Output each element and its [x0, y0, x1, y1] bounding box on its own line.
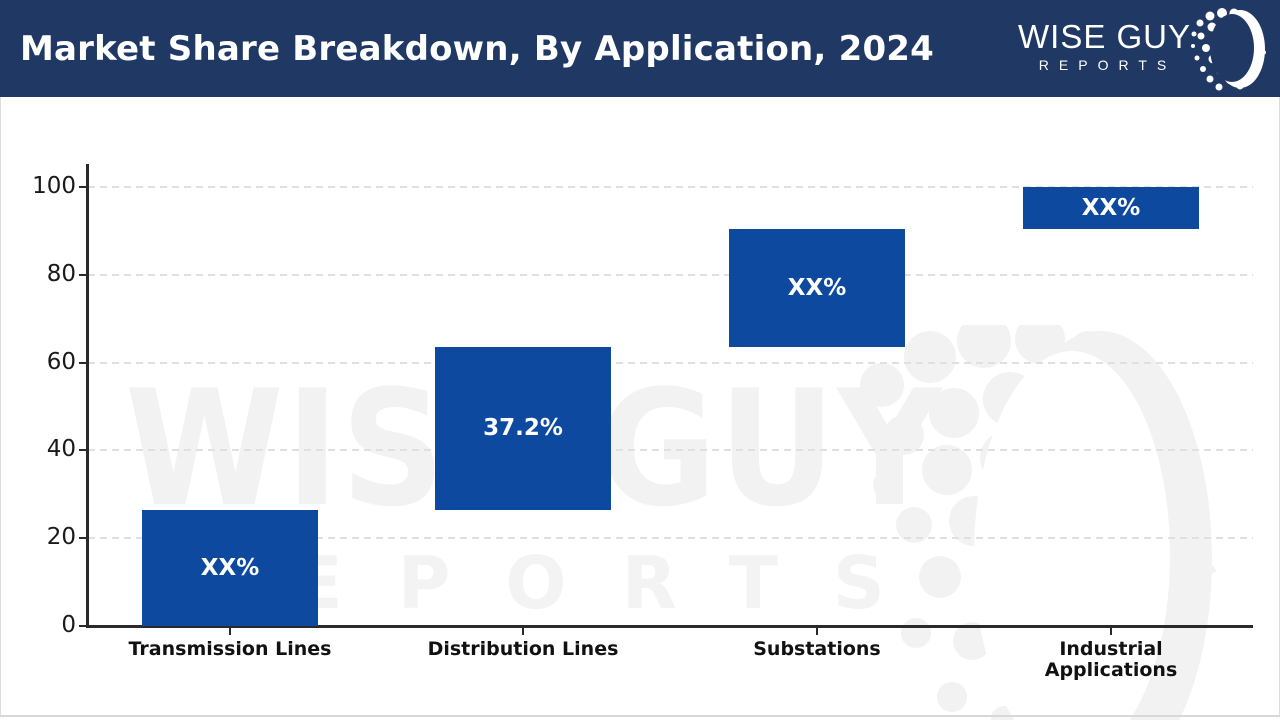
bar-distribution-lines: 37.2% — [435, 346, 611, 511]
bar-value-label: XX% — [200, 555, 260, 582]
x-tick-mark — [229, 627, 231, 635]
x-category-label: Industrial Applications — [1044, 638, 1178, 681]
y-tick-mark — [79, 537, 87, 540]
bar-value-label: XX% — [1081, 195, 1141, 222]
bar-industrial-applications: XX% — [1023, 187, 1199, 230]
bar-transmission-lines: XX% — [142, 510, 318, 626]
y-tick-mark — [79, 449, 87, 452]
gridline — [88, 361, 1253, 364]
y-tick-mark — [79, 186, 87, 188]
x-category-label: Substations — [753, 638, 881, 660]
bottom-hairline — [0, 715, 1280, 717]
y-axis-line — [86, 164, 89, 625]
page-title: Market Share Breakdown, By Application, … — [20, 28, 935, 69]
y-tick-mark — [79, 625, 87, 627]
y-tick-label: 60 — [46, 348, 76, 375]
bar-value-label: 37.2% — [483, 415, 563, 442]
logo-wordmark: WISE GUY — [1018, 18, 1192, 55]
logo-subtext: REPORTS — [1038, 57, 1177, 73]
bar-value-label: XX% — [787, 274, 847, 301]
x-axis-line — [86, 625, 1253, 628]
x-tick-mark — [816, 627, 818, 635]
x-category-label: Transmission Lines — [128, 638, 332, 660]
plot-area: WISE GUY REPORTS 0 20 40 60 80 100 XX% 37.2% XX… — [0, 97, 1280, 720]
x-tick-mark — [1110, 627, 1112, 635]
bar-substations: XX% — [729, 229, 905, 347]
y-tick-label: 100 — [32, 173, 76, 199]
y-tick-mark — [79, 273, 87, 276]
y-tick-label: 0 — [61, 612, 76, 638]
logo-text: WISE GUY REPORTS — [1018, 18, 1192, 74]
gridline — [88, 273, 1253, 276]
x-tick-mark — [522, 627, 524, 635]
y-tick-label: 20 — [46, 524, 76, 551]
gridline — [88, 186, 1253, 188]
y-tick-mark — [79, 361, 87, 364]
header: Market Share Breakdown, By Application, … — [0, 0, 1280, 97]
gridline — [88, 449, 1253, 452]
gridline — [88, 537, 1253, 540]
logo-head-icon — [1191, 8, 1266, 91]
x-category-label: Distribution Lines — [427, 638, 619, 660]
left-edge-line — [0, 97, 1, 717]
y-tick-label: 80 — [46, 260, 76, 287]
brand-logo: WISE GUY REPORTS — [1014, 6, 1266, 92]
y-tick-label: 40 — [46, 436, 76, 463]
